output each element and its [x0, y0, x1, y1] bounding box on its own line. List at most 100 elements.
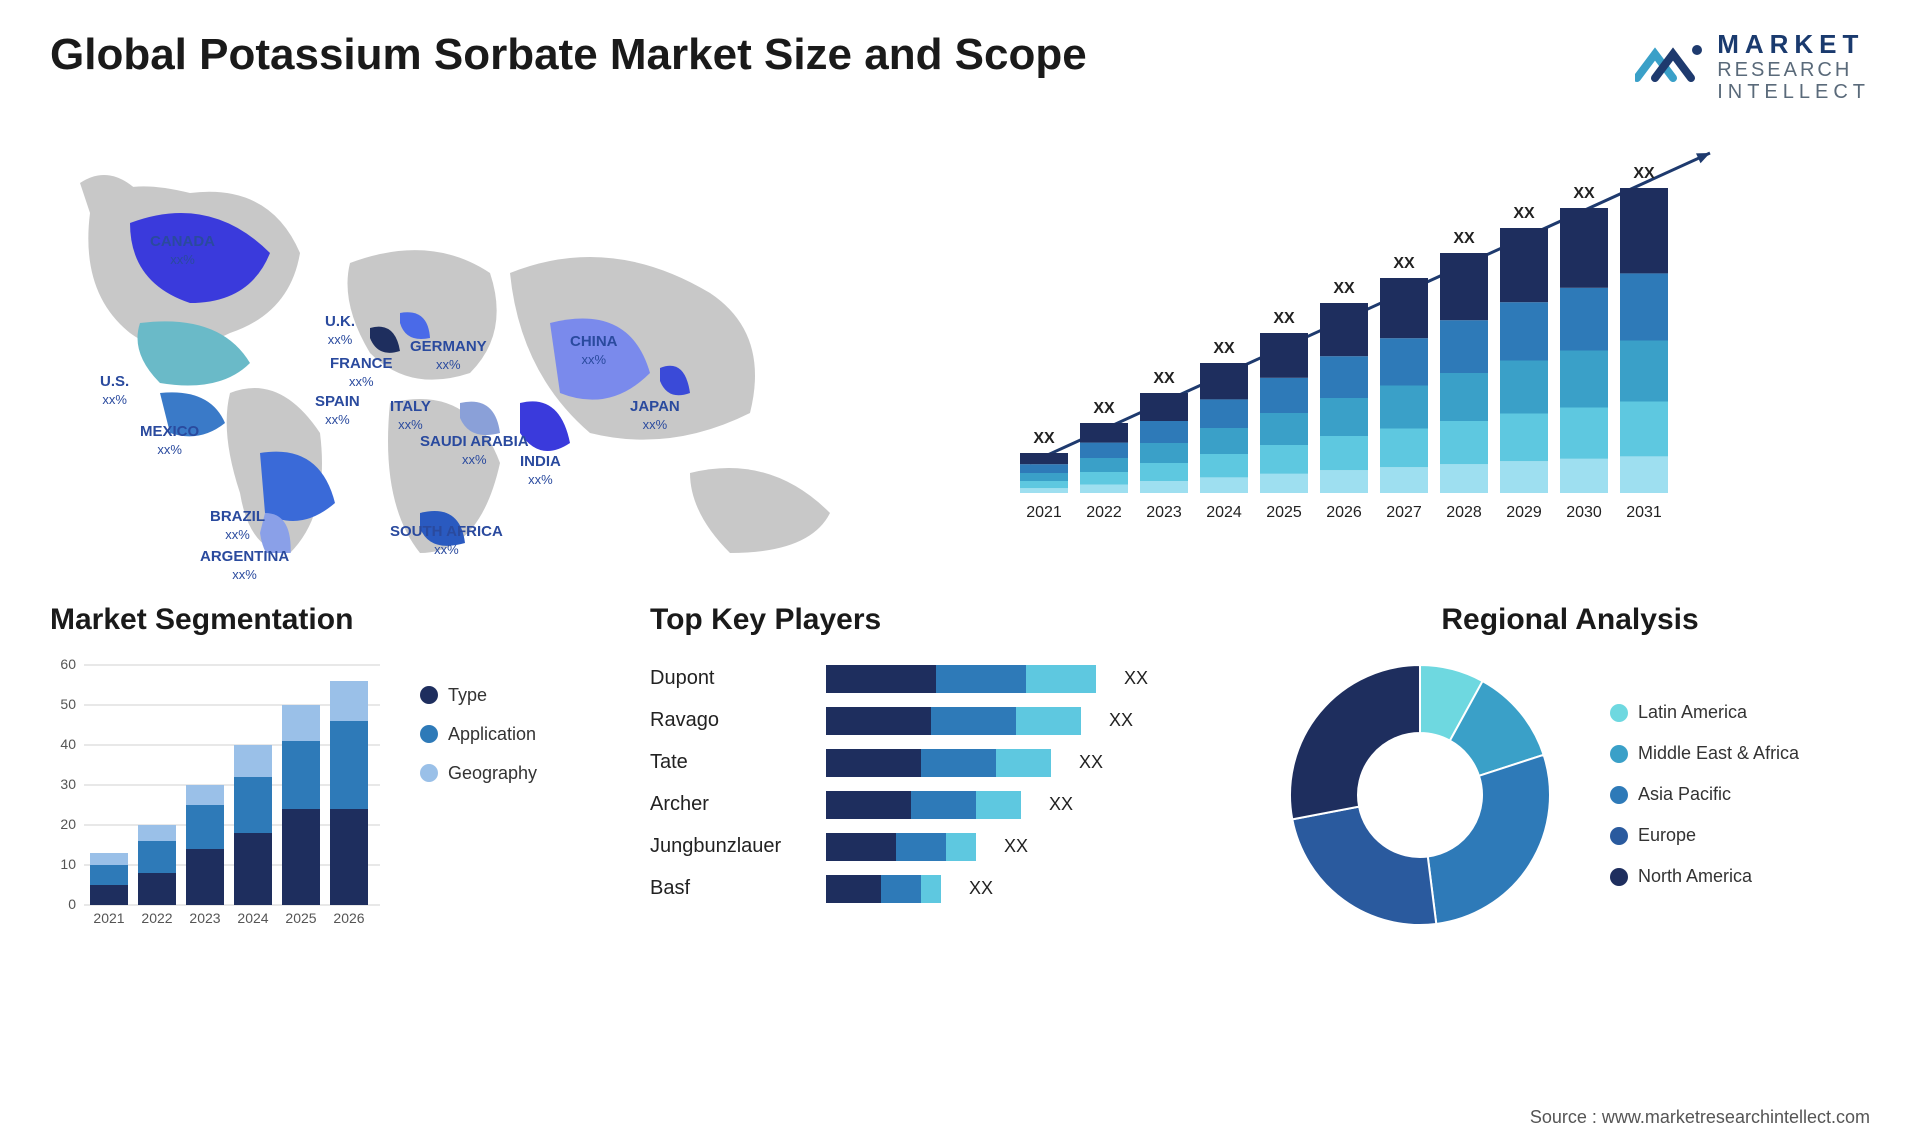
player-value: XX [969, 878, 993, 899]
players-panel: Top Key Players DupontXXRavagoXXTateXXAr… [650, 603, 1230, 935]
logo-chevron-icon [1635, 36, 1705, 96]
region-legend-asia-pacific: Asia Pacific [1610, 784, 1799, 805]
svg-text:20: 20 [60, 816, 76, 832]
svg-text:XX: XX [1093, 400, 1115, 417]
segmentation-title: Market Segmentation [50, 603, 610, 637]
legend-swatch-icon [420, 725, 438, 743]
svg-text:2024: 2024 [1206, 504, 1242, 521]
map-label-france: FRANCExx% [330, 355, 393, 391]
map-label-u-k-: U.K.xx% [325, 313, 355, 349]
seg-legend-application: Application [420, 724, 537, 745]
svg-text:30: 30 [60, 776, 76, 792]
player-value: XX [1079, 752, 1103, 773]
player-value: XX [1124, 668, 1148, 689]
regional-legend: Latin America Middle East & Africa Asia Pa… [1610, 702, 1799, 887]
player-value: XX [1109, 710, 1133, 731]
player-row-tate: Tate XX [650, 749, 1230, 777]
player-row-archer: Archer XX [650, 791, 1230, 819]
legend-swatch-icon [1610, 868, 1628, 886]
svg-text:XX: XX [1333, 280, 1355, 297]
player-bar-seg [976, 791, 1021, 819]
world-map-panel: CANADAxx%U.S.xx%MEXICOxx%BRAZILxx%ARGENT… [50, 133, 930, 553]
svg-text:XX: XX [1573, 185, 1595, 202]
bottom-row: Market Segmentation 01020304050602021202… [50, 603, 1870, 935]
logo-line2: RESEARCH [1717, 59, 1870, 81]
seg-legend-geography: Geography [420, 763, 537, 784]
svg-text:60: 60 [60, 656, 76, 672]
player-bar-seg [826, 749, 921, 777]
player-name: Tate [650, 751, 810, 774]
map-label-south-africa: SOUTH AFRICAxx% [390, 523, 503, 559]
regional-panel: Regional Analysis Latin AmericaMiddle Ea… [1270, 603, 1870, 935]
svg-text:2023: 2023 [1146, 504, 1182, 521]
region-legend-europe: Europe [1610, 825, 1799, 846]
player-bar-seg [826, 875, 881, 903]
svg-text:2031: 2031 [1626, 504, 1662, 521]
player-bar-seg [826, 665, 936, 693]
player-bar-seg [826, 833, 896, 861]
legend-swatch-icon [420, 686, 438, 704]
player-name: Archer [650, 793, 810, 816]
svg-text:XX: XX [1513, 205, 1535, 222]
legend-swatch-icon [1610, 704, 1628, 722]
legend-swatch-icon [1610, 786, 1628, 804]
players-list: DupontXXRavagoXXTateXXArcherXXJungbunzla… [650, 655, 1230, 903]
region-legend-latin-america: Latin America [1610, 702, 1799, 723]
svg-text:2024: 2024 [237, 910, 268, 926]
player-bar [826, 665, 1096, 693]
logo-line1: MARKET [1717, 30, 1870, 59]
svg-text:40: 40 [60, 736, 76, 752]
player-bar-seg [896, 833, 946, 861]
player-bar-seg [931, 707, 1016, 735]
player-value: XX [1049, 794, 1073, 815]
player-bar [826, 749, 1051, 777]
svg-text:2021: 2021 [1026, 504, 1062, 521]
logo-line3: INTELLECT [1717, 81, 1870, 103]
top-row: CANADAxx%U.S.xx%MEXICOxx%BRAZILxx%ARGENT… [50, 133, 1870, 553]
svg-text:2022: 2022 [1086, 504, 1122, 521]
player-row-jungbunzlauer: Jungbunzlauer XX [650, 833, 1230, 861]
map-label-china: CHINAxx% [570, 333, 618, 369]
map-label-mexico: MEXICOxx% [140, 423, 199, 459]
brand-logo: MARKET RESEARCH INTELLECT [1635, 30, 1870, 103]
world-map-svg [50, 133, 930, 553]
player-row-basf: BasfXX [650, 875, 1230, 903]
legend-label: North America [1638, 866, 1752, 887]
player-bar-seg [996, 749, 1051, 777]
legend-label: Type [448, 685, 487, 706]
segmentation-panel: Market Segmentation 01020304050602021202… [50, 603, 610, 935]
svg-text:2026: 2026 [333, 910, 364, 926]
player-value: XX [1004, 836, 1028, 857]
seg-legend-type: Type [420, 685, 537, 706]
growth-chart-panel: XX2021XX2022XX2023XX2024XX2025XX2026XX20… [990, 133, 1870, 553]
player-row-ravago: RavagoXX [650, 707, 1230, 735]
player-bar-seg [921, 875, 941, 903]
player-bar [826, 875, 941, 903]
segmentation-legend: Type Application Geography [420, 655, 537, 784]
region-legend-north-america: North America [1610, 866, 1799, 887]
player-bar-seg [921, 749, 996, 777]
map-label-brazil: BRAZILxx% [210, 508, 265, 544]
player-bar [826, 833, 976, 861]
legend-swatch-icon [1610, 745, 1628, 763]
legend-label: Middle East & Africa [1638, 743, 1799, 764]
segmentation-chart: 0102030405060202120222023202420252026 [50, 655, 390, 935]
svg-text:XX: XX [1453, 230, 1475, 247]
map-label-germany: GERMANYxx% [410, 338, 487, 374]
svg-text:2029: 2029 [1506, 504, 1542, 521]
regional-donut-svg [1270, 655, 1570, 935]
player-bar-seg [936, 665, 1026, 693]
svg-text:2028: 2028 [1446, 504, 1482, 521]
player-name: Dupont [650, 667, 810, 690]
svg-text:XX: XX [1033, 430, 1055, 447]
map-label-italy: ITALYxx% [390, 398, 431, 434]
svg-text:50: 50 [60, 696, 76, 712]
player-bar-seg [826, 791, 911, 819]
growth-chart-svg: XX2021XX2022XX2023XX2024XX2025XX2026XX20… [990, 133, 1810, 553]
svg-text:0: 0 [68, 896, 76, 912]
svg-text:XX: XX [1633, 165, 1655, 182]
player-name: Jungbunzlauer [650, 835, 810, 858]
legend-label: Application [448, 724, 536, 745]
segmentation-svg: 0102030405060202120222023202420252026 [50, 655, 390, 935]
legend-swatch-icon [1610, 827, 1628, 845]
